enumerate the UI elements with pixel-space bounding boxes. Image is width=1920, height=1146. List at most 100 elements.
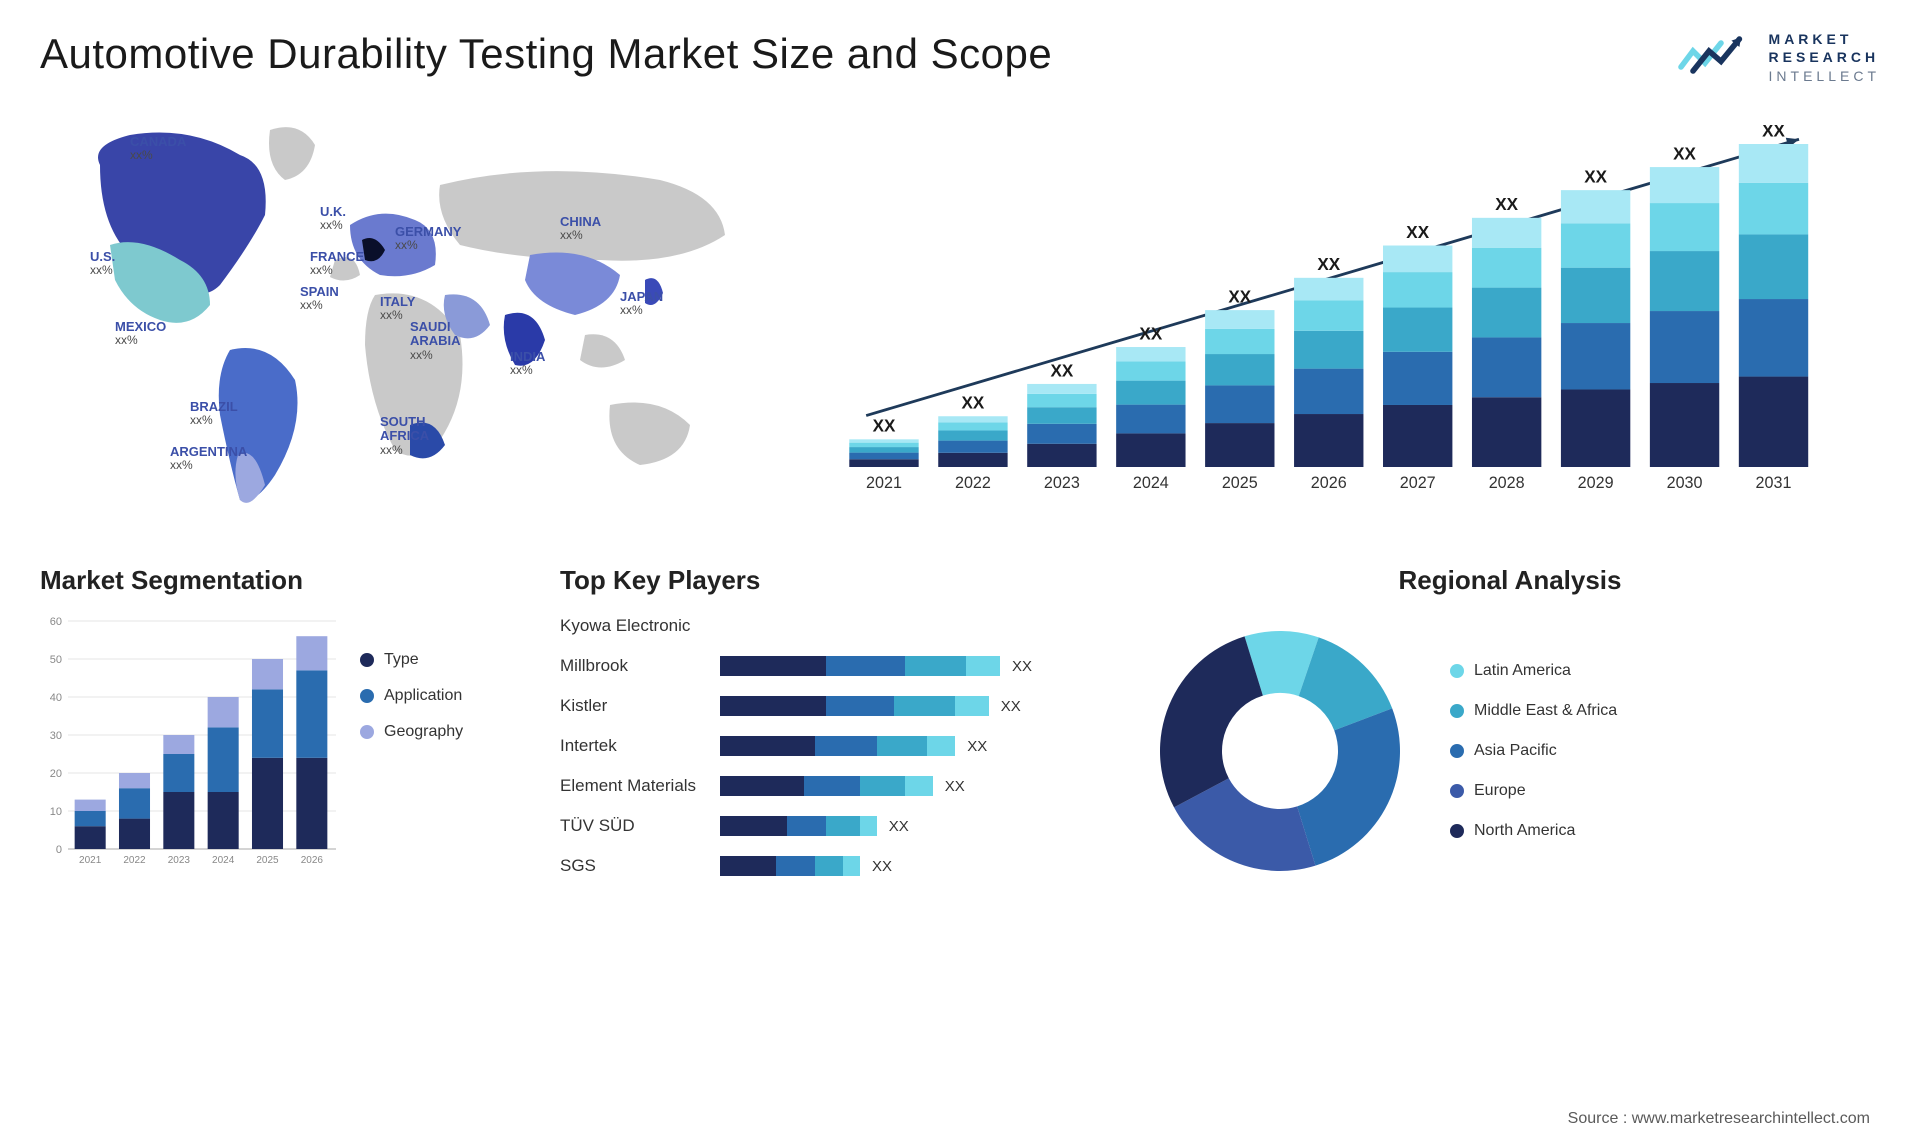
map-label: SAUDIARABIAxx% (410, 320, 461, 362)
map-label: U.K.xx% (320, 205, 346, 232)
legend-item: Latin America (1450, 662, 1617, 680)
legend-item: Type (360, 651, 463, 669)
player-name: Element Materials (560, 776, 720, 796)
player-bar: XX (720, 736, 1100, 756)
logo-text-3: INTELLECT (1769, 67, 1880, 85)
svg-text:XX: XX (1228, 288, 1251, 307)
legend-dot-icon (1450, 704, 1464, 718)
segmentation-chart: 0102030405060202120222023202420252026 (40, 611, 340, 871)
svg-text:2022: 2022 (123, 855, 146, 866)
legend-label: Asia Pacific (1474, 742, 1557, 760)
legend-item: Middle East & Africa (1450, 702, 1617, 720)
player-value: XX (889, 818, 909, 835)
player-name: SGS (560, 856, 720, 876)
player-value: XX (945, 778, 965, 795)
map-label: CANADAxx% (130, 135, 186, 162)
page-title: Automotive Durability Testing Market Siz… (40, 30, 1052, 78)
svg-text:XX: XX (1139, 324, 1162, 343)
svg-text:XX: XX (1050, 361, 1073, 380)
player-row: Element Materials XX (560, 771, 1100, 801)
legend-item: Asia Pacific (1450, 742, 1617, 760)
legend-dot-icon (1450, 664, 1464, 678)
svg-text:30: 30 (50, 730, 62, 742)
svg-text:2031: 2031 (1756, 474, 1792, 492)
world-map (40, 105, 800, 525)
svg-text:2028: 2028 (1489, 474, 1525, 492)
player-row: Kyowa Electronic (560, 611, 1100, 641)
svg-text:XX: XX (1584, 168, 1607, 187)
svg-text:2024: 2024 (1133, 474, 1169, 492)
svg-text:XX: XX (1317, 255, 1340, 274)
growth-chart-panel: XX2021XX2022XX2023XX2024XX2025XX2026XX20… (830, 105, 1880, 525)
map-label: MEXICOxx% (115, 320, 166, 347)
player-row: Kistler XX (560, 691, 1100, 721)
legend-label: Middle East & Africa (1474, 702, 1617, 720)
player-row: Intertek XX (560, 731, 1100, 761)
logo-text-2: RESEARCH (1769, 48, 1880, 66)
player-bar: XX (720, 856, 1100, 876)
logo-icon (1677, 30, 1757, 85)
svg-text:20: 20 (50, 768, 62, 780)
player-value: XX (872, 858, 892, 875)
legend-item: Europe (1450, 782, 1617, 800)
svg-text:2030: 2030 (1667, 474, 1703, 492)
segmentation-title: Market Segmentation (40, 565, 520, 596)
segmentation-legend: Type Application Geography (360, 611, 463, 871)
map-label: SPAINxx% (300, 285, 339, 312)
legend-label: Latin America (1474, 662, 1571, 680)
map-label: BRAZILxx% (190, 400, 238, 427)
regional-legend: Latin America Middle East & Africa Asia Pa… (1450, 662, 1617, 840)
player-row: Millbrook XX (560, 651, 1100, 681)
source-attribution: Source : www.marketresearchintellect.com (1568, 1110, 1870, 1128)
map-label: FRANCExx% (310, 250, 364, 277)
svg-text:XX: XX (1673, 144, 1696, 163)
player-value: XX (967, 738, 987, 755)
svg-text:XX: XX (1406, 223, 1429, 242)
world-map-panel: CANADAxx%U.S.xx%MEXICOxx%BRAZILxx%ARGENT… (40, 105, 800, 525)
map-label: JAPANxx% (620, 290, 663, 317)
map-label: SOUTHAFRICAxx% (380, 415, 429, 457)
player-bar: XX (720, 776, 1100, 796)
players-title: Top Key Players (560, 565, 1100, 596)
regional-title: Regional Analysis (1140, 565, 1880, 596)
svg-text:2022: 2022 (955, 474, 991, 492)
svg-text:2025: 2025 (1222, 474, 1258, 492)
brand-logo: MARKET RESEARCH INTELLECT (1677, 30, 1880, 85)
logo-text-1: MARKET (1769, 30, 1880, 48)
player-row: TÜV SÜD XX (560, 811, 1100, 841)
svg-text:XX: XX (962, 394, 985, 413)
legend-label: North America (1474, 822, 1575, 840)
player-value: XX (1001, 698, 1021, 715)
player-name: Kyowa Electronic (560, 616, 720, 636)
svg-text:2023: 2023 (1044, 474, 1080, 492)
map-label: GERMANYxx% (395, 225, 461, 252)
svg-text:XX: XX (1762, 125, 1785, 140)
svg-text:2024: 2024 (212, 855, 235, 866)
player-bar: XX (720, 656, 1100, 676)
legend-item: Geography (360, 723, 463, 741)
svg-text:0: 0 (56, 844, 62, 856)
legend-dot-icon (360, 725, 374, 739)
legend-item: North America (1450, 822, 1617, 840)
svg-text:2026: 2026 (1311, 474, 1347, 492)
legend-item: Application (360, 687, 463, 705)
regional-donut-chart (1140, 611, 1420, 891)
map-label: U.S.xx% (90, 250, 115, 277)
legend-dot-icon (360, 689, 374, 703)
legend-dot-icon (1450, 744, 1464, 758)
legend-label: Geography (384, 723, 463, 741)
svg-text:XX: XX (873, 417, 896, 436)
svg-text:XX: XX (1495, 195, 1518, 214)
player-name: TÜV SÜD (560, 816, 720, 836)
map-label: INDIAxx% (510, 350, 545, 377)
player-name: Millbrook (560, 656, 720, 676)
players-list: Kyowa ElectronicMillbrookXXKistlerXXInte… (560, 611, 1100, 881)
player-name: Kistler (560, 696, 720, 716)
player-value: XX (1012, 658, 1032, 675)
svg-text:60: 60 (50, 616, 62, 628)
svg-text:40: 40 (50, 692, 62, 704)
player-name: Intertek (560, 736, 720, 756)
svg-text:2026: 2026 (301, 855, 324, 866)
legend-label: Type (384, 651, 419, 669)
map-label: CHINAxx% (560, 215, 601, 242)
